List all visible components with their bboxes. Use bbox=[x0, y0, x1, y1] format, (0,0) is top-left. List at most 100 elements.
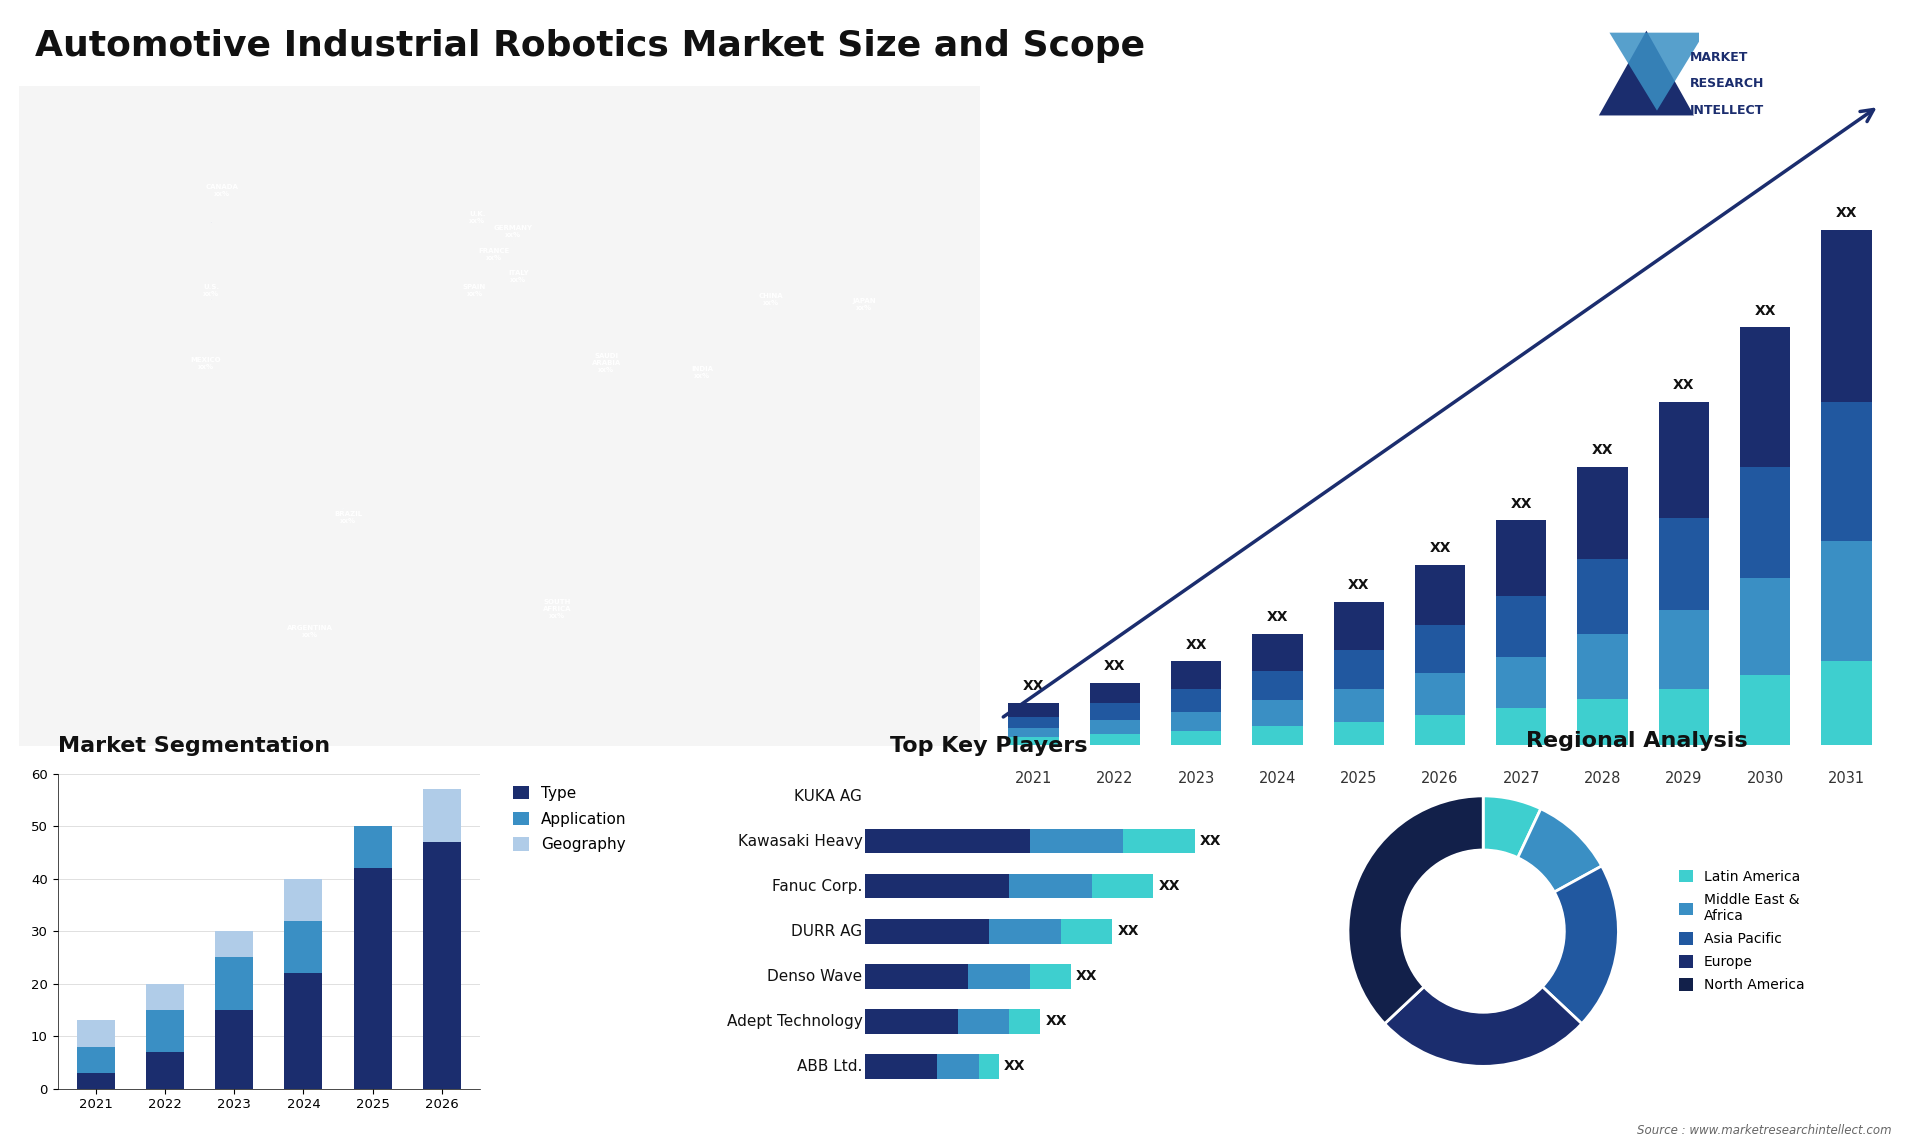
Bar bbox=[1010, 1008, 1041, 1034]
Text: SPAIN
xx%: SPAIN xx% bbox=[463, 284, 486, 297]
Text: 2028: 2028 bbox=[1584, 771, 1620, 786]
Bar bbox=[1740, 578, 1789, 675]
Text: MEXICO
xx%: MEXICO xx% bbox=[190, 356, 221, 370]
Text: 2021: 2021 bbox=[1016, 771, 1052, 786]
Bar bbox=[866, 1054, 937, 1078]
Bar bbox=[422, 842, 461, 1089]
Text: 2031: 2031 bbox=[1828, 771, 1864, 786]
Text: RESEARCH: RESEARCH bbox=[1690, 77, 1764, 91]
Bar bbox=[1415, 674, 1465, 715]
Text: Top Key Players: Top Key Players bbox=[891, 737, 1087, 756]
Text: XX: XX bbox=[1023, 680, 1044, 693]
Polygon shape bbox=[1599, 31, 1693, 116]
Bar bbox=[353, 826, 392, 869]
Bar bbox=[1496, 657, 1546, 708]
Bar bbox=[1334, 650, 1384, 689]
Text: XX: XX bbox=[1592, 442, 1613, 457]
Bar bbox=[1496, 520, 1546, 596]
Bar bbox=[1008, 704, 1058, 717]
Bar bbox=[1496, 596, 1546, 657]
Text: XX: XX bbox=[1104, 659, 1125, 673]
Bar bbox=[1091, 733, 1140, 745]
Text: XX: XX bbox=[1755, 304, 1776, 317]
Bar bbox=[1334, 602, 1384, 650]
Bar bbox=[1008, 728, 1058, 738]
Text: 2029: 2029 bbox=[1665, 771, 1703, 786]
Text: XX: XX bbox=[1044, 1014, 1068, 1028]
Bar bbox=[866, 829, 1029, 854]
Bar bbox=[1659, 402, 1709, 518]
Bar bbox=[1029, 964, 1071, 989]
Bar bbox=[284, 920, 323, 973]
Bar bbox=[1578, 634, 1628, 699]
Text: GERMANY
xx%: GERMANY xx% bbox=[493, 225, 532, 238]
Text: XX: XX bbox=[1185, 637, 1208, 652]
Bar bbox=[1578, 559, 1628, 634]
Text: U.K.
xx%: U.K. xx% bbox=[468, 211, 486, 225]
Bar bbox=[1822, 402, 1872, 541]
Text: 2030: 2030 bbox=[1747, 771, 1784, 786]
Bar bbox=[1171, 731, 1221, 745]
Text: 2023: 2023 bbox=[1177, 771, 1215, 786]
Wedge shape bbox=[1542, 866, 1619, 1023]
Bar bbox=[1092, 873, 1154, 898]
Bar bbox=[968, 964, 1029, 989]
Bar bbox=[1008, 738, 1058, 745]
Bar bbox=[937, 1054, 979, 1078]
Text: U.S.
xx%: U.S. xx% bbox=[204, 284, 219, 297]
Bar bbox=[146, 1052, 184, 1089]
Text: XX: XX bbox=[1672, 378, 1695, 392]
Text: 2025: 2025 bbox=[1340, 771, 1377, 786]
Text: Adept Technology: Adept Technology bbox=[726, 1014, 862, 1029]
Bar bbox=[77, 1073, 115, 1089]
Bar bbox=[1171, 661, 1221, 689]
Text: MARKET: MARKET bbox=[1690, 50, 1747, 64]
Text: CANADA
xx%: CANADA xx% bbox=[205, 185, 238, 197]
Text: XX: XX bbox=[1117, 924, 1139, 939]
Text: INDIA
xx%: INDIA xx% bbox=[691, 366, 712, 378]
Bar bbox=[1252, 670, 1302, 700]
Text: XX: XX bbox=[1428, 541, 1452, 555]
Bar bbox=[1740, 328, 1789, 466]
Wedge shape bbox=[1384, 987, 1582, 1066]
Bar bbox=[146, 983, 184, 1010]
Bar bbox=[1415, 626, 1465, 674]
Bar bbox=[1822, 541, 1872, 661]
Text: XX: XX bbox=[1511, 496, 1532, 510]
Bar bbox=[1091, 704, 1140, 720]
Bar bbox=[1010, 873, 1092, 898]
Bar bbox=[1123, 829, 1194, 854]
Bar bbox=[1029, 829, 1123, 854]
Text: 2022: 2022 bbox=[1096, 771, 1133, 786]
Text: XX: XX bbox=[1077, 970, 1098, 983]
Text: XX: XX bbox=[1348, 579, 1369, 592]
Text: ARGENTINA
xx%: ARGENTINA xx% bbox=[286, 625, 332, 638]
Text: Regional Analysis: Regional Analysis bbox=[1526, 731, 1747, 751]
Text: Market Segmentation: Market Segmentation bbox=[58, 737, 330, 756]
Bar bbox=[1171, 713, 1221, 731]
Bar bbox=[1171, 689, 1221, 713]
Text: SAUDI
ARABIA
xx%: SAUDI ARABIA xx% bbox=[591, 353, 620, 374]
Wedge shape bbox=[1348, 796, 1484, 1023]
Bar bbox=[866, 964, 968, 989]
Bar bbox=[958, 1008, 1010, 1034]
Bar bbox=[1496, 708, 1546, 745]
Bar bbox=[1578, 699, 1628, 745]
Bar bbox=[77, 1020, 115, 1046]
Text: Automotive Industrial Robotics Market Size and Scope: Automotive Industrial Robotics Market Si… bbox=[35, 29, 1144, 63]
Bar bbox=[1822, 661, 1872, 745]
Bar bbox=[1740, 675, 1789, 745]
Wedge shape bbox=[1517, 809, 1601, 892]
Text: CHINA
xx%: CHINA xx% bbox=[758, 293, 783, 306]
Text: ITALY
xx%: ITALY xx% bbox=[509, 270, 528, 283]
Text: Fanuc Corp.: Fanuc Corp. bbox=[772, 879, 862, 894]
Bar bbox=[1252, 700, 1302, 727]
Bar bbox=[1008, 717, 1058, 728]
Text: FRANCE
xx%: FRANCE xx% bbox=[478, 248, 509, 260]
Bar bbox=[77, 1046, 115, 1073]
Text: KUKA AG: KUKA AG bbox=[795, 788, 862, 803]
Bar bbox=[1334, 689, 1384, 722]
Bar bbox=[1822, 230, 1872, 402]
Text: XX: XX bbox=[1158, 879, 1181, 893]
Bar bbox=[1091, 683, 1140, 704]
